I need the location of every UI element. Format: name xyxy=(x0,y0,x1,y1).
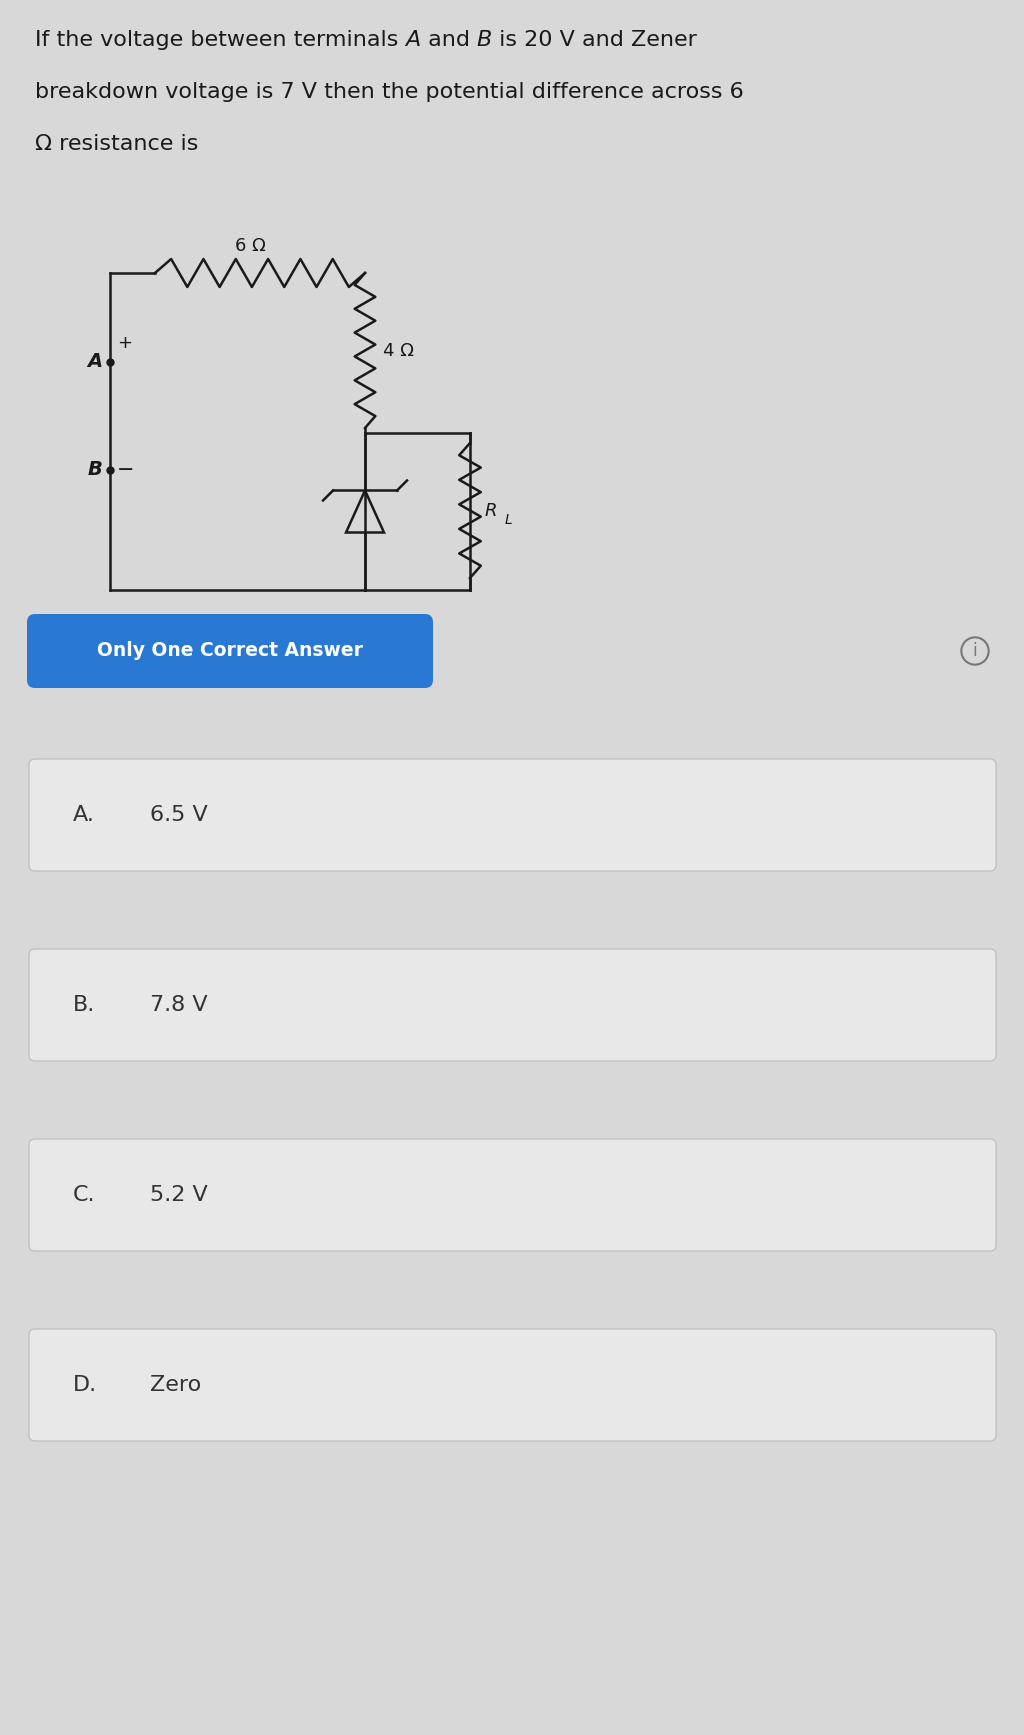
Text: A: A xyxy=(87,352,102,371)
Text: i: i xyxy=(973,642,977,659)
Text: breakdown voltage is 7 V then the potential difference across 6: breakdown voltage is 7 V then the potent… xyxy=(35,82,743,102)
Text: B.: B. xyxy=(73,994,95,1015)
Text: B: B xyxy=(477,29,493,50)
Text: L: L xyxy=(505,512,513,526)
FancyBboxPatch shape xyxy=(29,949,996,1062)
Text: 5.2 V: 5.2 V xyxy=(150,1185,208,1206)
Text: A: A xyxy=(406,29,421,50)
Text: B: B xyxy=(87,460,102,479)
Text: Zero: Zero xyxy=(150,1376,202,1395)
FancyBboxPatch shape xyxy=(29,1329,996,1442)
Text: C.: C. xyxy=(73,1185,95,1206)
FancyBboxPatch shape xyxy=(27,614,433,689)
Text: Ω resistance is: Ω resistance is xyxy=(35,134,199,154)
Text: D.: D. xyxy=(73,1376,97,1395)
FancyBboxPatch shape xyxy=(29,1138,996,1251)
Text: +: + xyxy=(117,333,132,352)
Text: Only One Correct Answer: Only One Correct Answer xyxy=(97,642,362,661)
Text: and: and xyxy=(421,29,477,50)
Text: 6 Ω: 6 Ω xyxy=(234,238,265,255)
FancyBboxPatch shape xyxy=(29,758,996,871)
Text: 6.5 V: 6.5 V xyxy=(150,805,208,826)
Text: is 20 V and Zener: is 20 V and Zener xyxy=(493,29,697,50)
Text: 7.8 V: 7.8 V xyxy=(150,994,208,1015)
Text: A.: A. xyxy=(73,805,95,826)
Text: R: R xyxy=(485,501,498,519)
Text: 4 Ω: 4 Ω xyxy=(383,342,414,359)
Text: If the voltage between terminals: If the voltage between terminals xyxy=(35,29,406,50)
Text: −: − xyxy=(117,460,134,479)
